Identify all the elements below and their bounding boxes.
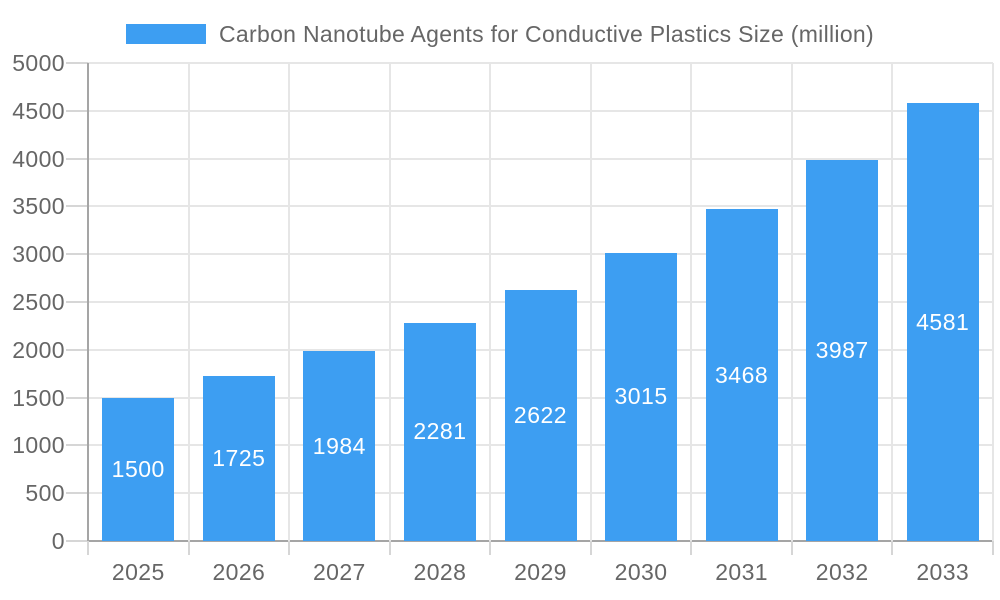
- y-axis-tick: [66, 109, 88, 112]
- bar: 1984: [303, 351, 376, 541]
- legend-swatch: [126, 24, 207, 44]
- bar-value-label: 2281: [413, 418, 467, 445]
- bar-value-label: 3987: [815, 336, 869, 363]
- x-axis-tick: [187, 541, 190, 555]
- y-tick-label: 500: [25, 480, 65, 507]
- x-tick-label: 2027: [312, 559, 366, 585]
- bar-value-label: 1984: [312, 432, 366, 459]
- y-tick-label: 4500: [12, 97, 65, 124]
- x-tick-label: 2033: [916, 559, 970, 585]
- x-gridline: [388, 63, 391, 541]
- y-axis-tick: [66, 205, 88, 208]
- bar: 4581: [906, 103, 979, 541]
- y-axis-tick: [66, 62, 88, 64]
- y-gridline: [88, 253, 993, 256]
- y-tick-label: 3000: [12, 241, 65, 268]
- x-gridline: [489, 63, 492, 541]
- y-tick-label: 1500: [12, 384, 65, 411]
- x-tick-label: 2029: [514, 559, 567, 585]
- x-tick-label: 2025: [111, 559, 165, 585]
- legend-label: Carbon Nanotube Agents for Conductive Pl…: [219, 20, 874, 47]
- x-axis-tick: [589, 541, 592, 555]
- x-gridline: [288, 63, 291, 541]
- x-axis-tick: [288, 541, 291, 555]
- bar: 3987: [806, 159, 879, 541]
- x-axis-tick: [891, 541, 894, 555]
- bar: 2281: [403, 322, 476, 541]
- x-tick-label: 2028: [413, 559, 467, 585]
- y-gridline: [88, 205, 993, 208]
- y-tick-label: 4000: [12, 145, 65, 172]
- y-gridline: [88, 62, 993, 64]
- y-gridline: [88, 157, 993, 160]
- x-axis-tick: [690, 541, 693, 555]
- x-tick-label: 2030: [614, 559, 668, 585]
- bar-value-label: 2622: [513, 402, 568, 429]
- bar-value-label: 1725: [212, 445, 266, 472]
- bar: 3468: [705, 209, 778, 541]
- y-tick-label: 2500: [12, 289, 65, 315]
- x-axis-tick: [992, 541, 994, 555]
- x-gridline: [589, 63, 592, 541]
- y-tick-label: 2000: [12, 336, 65, 363]
- y-gridline: [88, 109, 993, 112]
- y-axis-tick: [66, 444, 88, 447]
- x-axis-tick: [489, 541, 492, 555]
- bar: 2622: [504, 290, 577, 541]
- y-tick-label: 0: [51, 528, 65, 554]
- bar-value-label: 4581: [916, 308, 970, 335]
- x-tick-label: 2031: [715, 559, 768, 585]
- x-gridline: [187, 63, 190, 541]
- x-axis-tick: [87, 541, 89, 555]
- y-axis-tick: [66, 253, 88, 256]
- x-axis-tick: [790, 541, 793, 555]
- y-tick-label: 1000: [12, 432, 65, 459]
- y-axis-tick: [66, 492, 88, 495]
- y-tick-label: 5000: [12, 50, 65, 76]
- y-axis-tick: [66, 348, 88, 351]
- y-axis-tick: [66, 301, 88, 303]
- y-axis-line: [87, 63, 89, 541]
- bar: 3015: [605, 252, 678, 541]
- y-axis-tick: [66, 157, 88, 160]
- bar-value-label: 1500: [111, 455, 165, 482]
- x-gridline: [992, 63, 994, 541]
- bar-value-label: 3015: [614, 383, 668, 410]
- x-axis-tick: [388, 541, 391, 555]
- legend: Carbon Nanotube Agents for Conductive Pl…: [0, 21, 1000, 47]
- x-gridline: [891, 63, 894, 541]
- bar-value-label: 3468: [715, 361, 769, 388]
- bar: 1725: [202, 376, 275, 541]
- x-axis-line: [88, 540, 993, 542]
- y-axis-tick: [66, 396, 88, 399]
- y-tick-label: 3500: [12, 193, 65, 220]
- x-gridline: [790, 63, 793, 541]
- y-axis-tick: [66, 540, 88, 542]
- x-gridline: [690, 63, 693, 541]
- x-tick-label: 2032: [815, 559, 869, 585]
- x-tick-label: 2026: [212, 559, 266, 585]
- bar: 1500: [102, 397, 175, 541]
